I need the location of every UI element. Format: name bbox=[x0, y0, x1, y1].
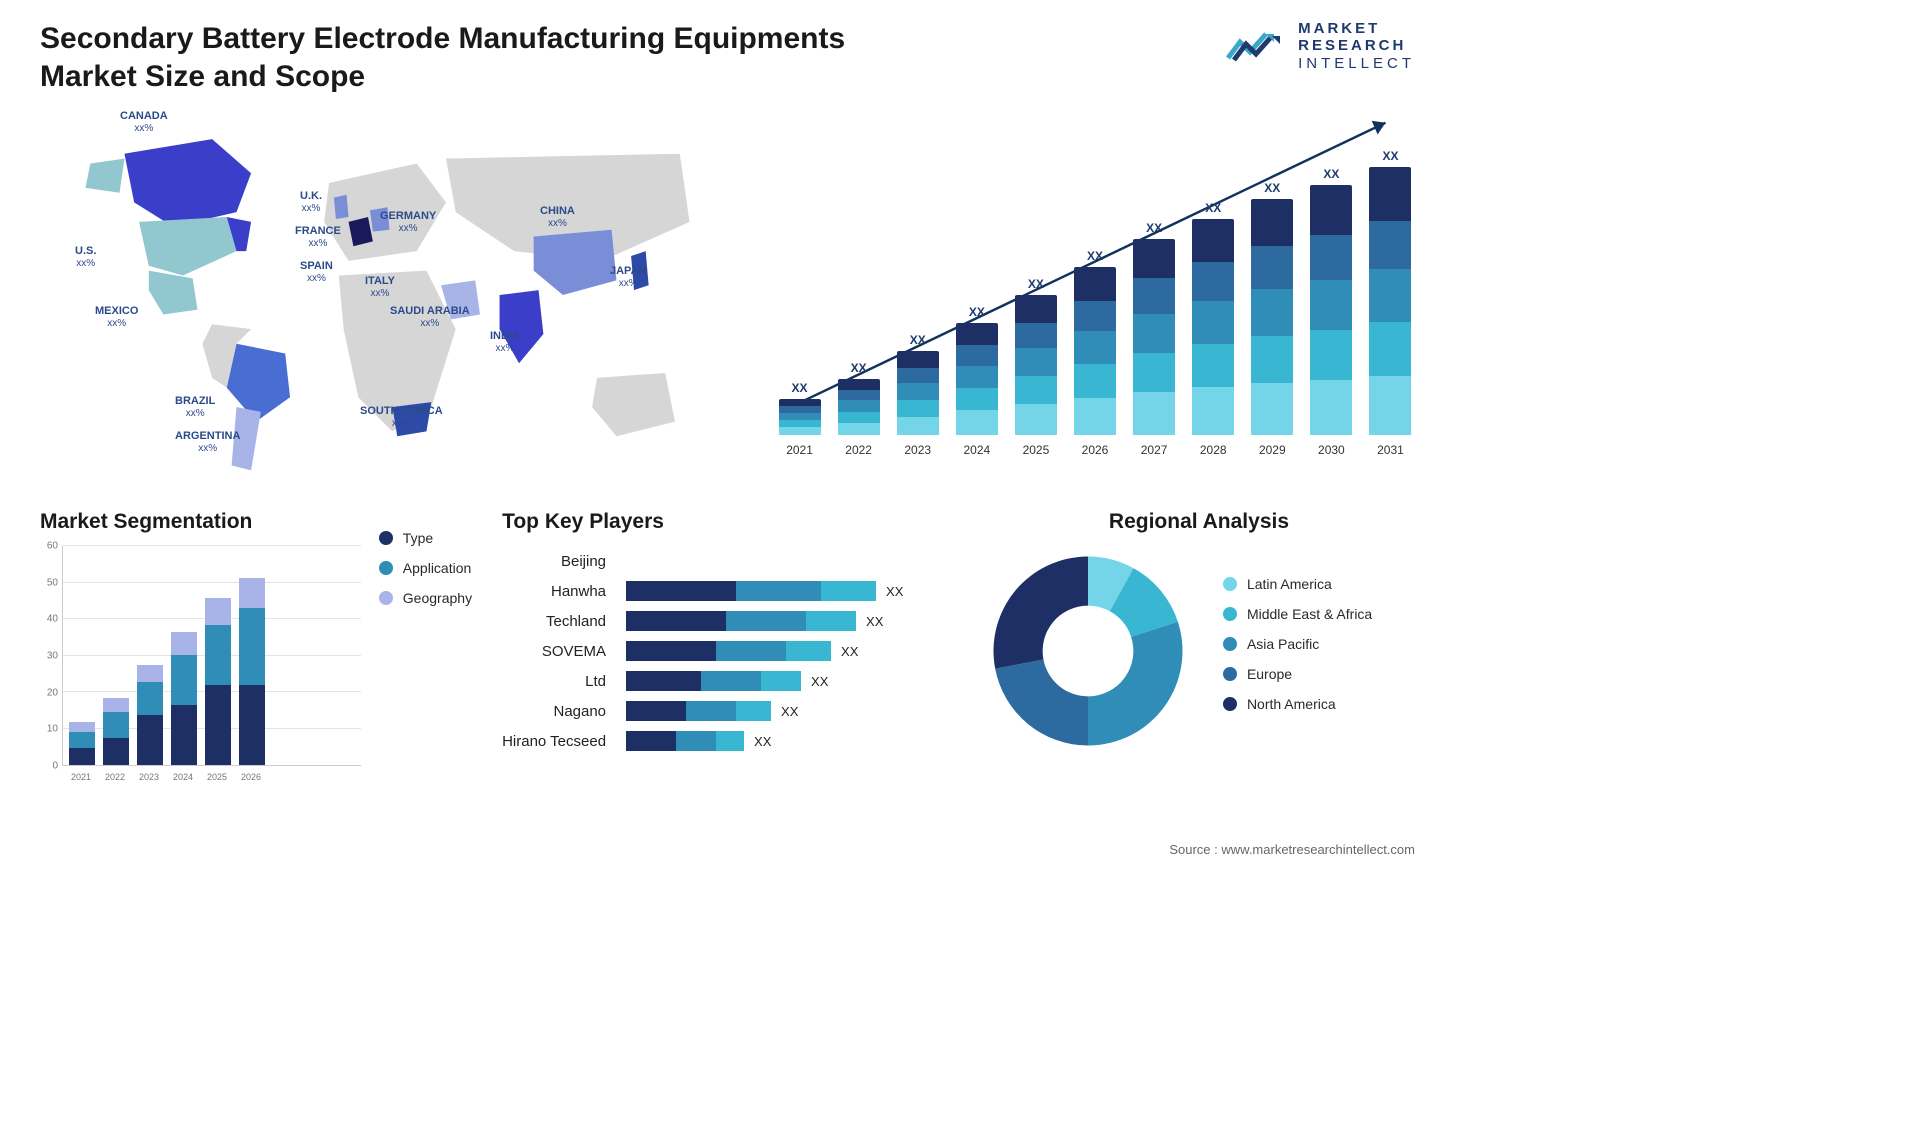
map-label: SAUDI ARABIAxx% bbox=[390, 305, 470, 329]
brand-logo: MARKET RESEARCH INTELLECT bbox=[1226, 20, 1415, 72]
map-region-mexico bbox=[149, 271, 198, 315]
map-region-uk bbox=[334, 195, 349, 219]
player-name: SOVEMA bbox=[502, 636, 606, 666]
year-tick: 2022 bbox=[834, 443, 883, 457]
year-tick: 2026 bbox=[1070, 443, 1119, 457]
player-name: Hanwha bbox=[502, 576, 606, 606]
year-tick: 2031 bbox=[1366, 443, 1415, 457]
player-bar-row: XX bbox=[626, 636, 953, 666]
player-bar-row bbox=[626, 546, 953, 576]
growth-bar: XX bbox=[893, 333, 942, 435]
logo-line1: MARKET bbox=[1298, 20, 1415, 37]
logo-line2: RESEARCH bbox=[1298, 37, 1415, 54]
map-region-australia bbox=[592, 373, 675, 436]
map-region-usa-main bbox=[139, 217, 236, 275]
world-map-chart: CANADAxx% U.S.xx% MEXICOxx% BRAZILxx% ARGENT… bbox=[40, 105, 735, 485]
player-bar-row: XX bbox=[626, 696, 953, 726]
map-label: ARGENTINAxx% bbox=[175, 430, 240, 454]
year-tick: 2023 bbox=[893, 443, 942, 457]
map-label: JAPANxx% bbox=[610, 265, 646, 289]
segmentation-bar bbox=[171, 632, 197, 765]
legend-item: Asia Pacific bbox=[1223, 636, 1372, 652]
year-tick: 2029 bbox=[1248, 443, 1297, 457]
map-label: CHINAxx% bbox=[540, 205, 575, 229]
map-label: SPAINxx% bbox=[300, 260, 333, 284]
map-label: CANADAxx% bbox=[120, 110, 168, 134]
growth-bar: XX bbox=[775, 381, 824, 435]
growth-bar: XX bbox=[1366, 149, 1415, 435]
player-bar-row: XX bbox=[626, 726, 953, 756]
map-label: ITALYxx% bbox=[365, 275, 395, 299]
growth-bar: XX bbox=[1307, 167, 1356, 435]
legend-item: North America bbox=[1223, 696, 1372, 712]
segmentation-bar bbox=[137, 665, 163, 765]
growth-bar-chart: XXXXXXXXXXXXXXXXXXXXXX 20212022202320242… bbox=[775, 105, 1415, 465]
map-label: FRANCExx% bbox=[295, 225, 341, 249]
logo-line3: INTELLECT bbox=[1298, 55, 1415, 72]
growth-bar: XX bbox=[1130, 221, 1179, 435]
player-bar-row: XX bbox=[626, 606, 953, 636]
key-players-chart: BeijingHanwhaTechlandSOVEMALtdNaganoHira… bbox=[502, 546, 953, 756]
player-name: Nagano bbox=[502, 696, 606, 726]
donut-slice bbox=[995, 659, 1088, 745]
segmentation-bar bbox=[103, 698, 129, 765]
map-label: U.S.xx% bbox=[75, 245, 96, 269]
segmentation-bar bbox=[205, 598, 231, 765]
year-tick: 2030 bbox=[1307, 443, 1356, 457]
legend-item: Middle East & Africa bbox=[1223, 606, 1372, 622]
source-attribution: Source : www.marketresearchintellect.com bbox=[1169, 842, 1415, 857]
map-region-alaska bbox=[85, 159, 124, 193]
map-label: GERMANYxx% bbox=[380, 210, 436, 234]
legend-item: Geography bbox=[379, 590, 472, 606]
growth-bar: XX bbox=[1070, 249, 1119, 435]
map-region-china bbox=[534, 230, 617, 295]
segmentation-legend: Type Application Geography bbox=[379, 530, 472, 766]
map-label: BRAZILxx% bbox=[175, 395, 215, 419]
growth-bar: XX bbox=[952, 305, 1001, 435]
growth-bar: XX bbox=[1189, 201, 1238, 435]
year-tick: 2028 bbox=[1189, 443, 1238, 457]
logo-mark-icon bbox=[1226, 28, 1286, 64]
segmentation-bar bbox=[69, 722, 95, 765]
year-tick: 2027 bbox=[1130, 443, 1179, 457]
regional-chart: Latin America Middle East & Africa Asia Pa… bbox=[983, 546, 1415, 756]
regional-heading: Regional Analysis bbox=[983, 510, 1415, 534]
player-name: Ltd bbox=[502, 666, 606, 696]
legend-item: Application bbox=[379, 560, 472, 576]
player-bar-row: XX bbox=[626, 666, 953, 696]
map-label: U.K.xx% bbox=[300, 190, 322, 214]
legend-item: Europe bbox=[1223, 666, 1372, 682]
map-label: SOUTH AFRICAxx% bbox=[360, 405, 443, 429]
player-name: Hirano Tecseed bbox=[502, 726, 606, 756]
growth-bar: XX bbox=[834, 361, 883, 435]
segmentation-bar bbox=[239, 578, 265, 765]
key-players-heading: Top Key Players bbox=[502, 510, 953, 534]
growth-bar: XX bbox=[1248, 181, 1297, 435]
page-title: Secondary Battery Electrode Manufacturin… bbox=[40, 20, 940, 95]
player-bar-row: XX bbox=[626, 576, 953, 606]
growth-bar: XX bbox=[1011, 277, 1060, 435]
year-tick: 2021 bbox=[775, 443, 824, 457]
player-name: Techland bbox=[502, 606, 606, 636]
donut-slice bbox=[1088, 622, 1183, 746]
legend-item: Type bbox=[379, 530, 472, 546]
player-name: Beijing bbox=[502, 546, 606, 576]
year-tick: 2025 bbox=[1011, 443, 1060, 457]
legend-item: Latin America bbox=[1223, 576, 1372, 592]
donut-slice bbox=[993, 557, 1088, 669]
map-label: MEXICOxx% bbox=[95, 305, 138, 329]
segmentation-heading: Market Segmentation bbox=[40, 510, 361, 534]
segmentation-chart: 6050403020100 202120222023202420252026 bbox=[40, 546, 361, 766]
year-tick: 2024 bbox=[952, 443, 1001, 457]
map-label: INDIAxx% bbox=[490, 330, 520, 354]
map-region-canada bbox=[124, 139, 251, 227]
